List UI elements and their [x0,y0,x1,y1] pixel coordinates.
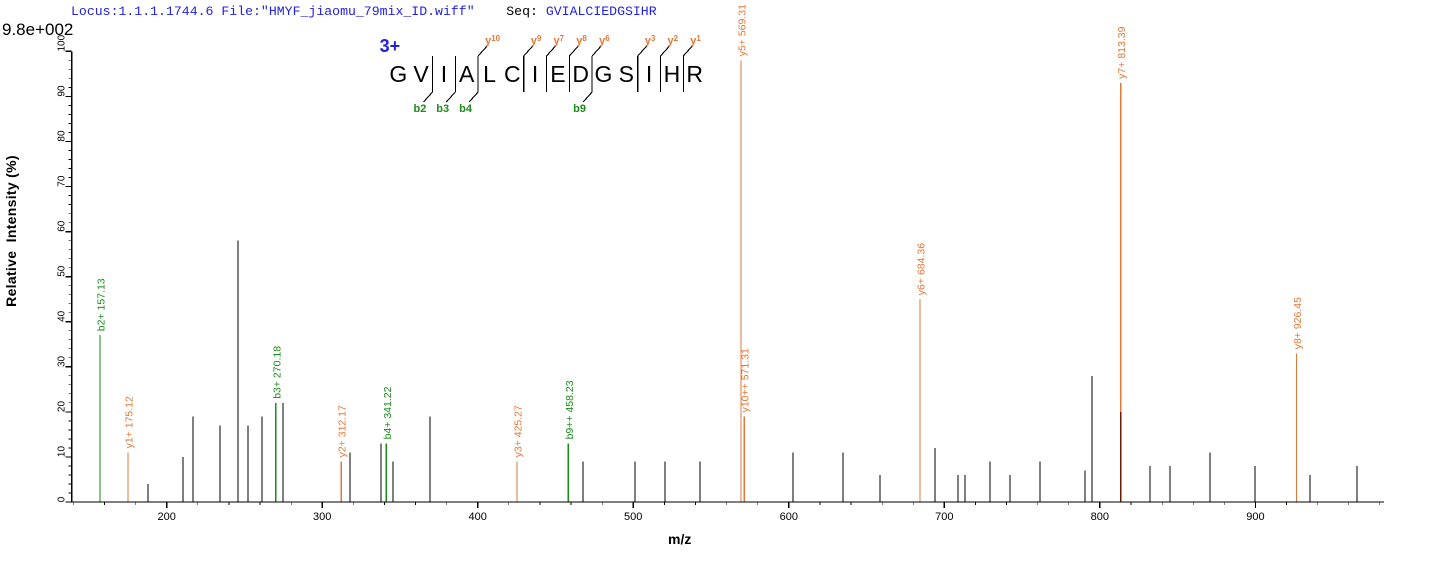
svg-text:90: 90 [57,85,68,97]
svg-text:G: G [389,61,407,87]
svg-text:S: S [619,61,634,87]
svg-text:20: 20 [57,401,68,413]
svg-text:y1: y1 [690,34,701,47]
svg-text:900: 900 [1246,511,1264,523]
svg-text:70: 70 [57,175,68,187]
svg-text:y3+ 425.27: y3+ 425.27 [513,405,525,457]
svg-text:3+: 3+ [380,36,401,56]
svg-text:60: 60 [57,220,68,232]
svg-text:y7+ 813.39: y7+ 813.39 [1116,26,1128,78]
svg-text:E: E [550,61,565,87]
svg-text:y10++ 571.31: y10++ 571.31 [740,348,752,412]
svg-text:I: I [441,61,447,87]
svg-text:b4+ 341.22: b4+ 341.22 [382,386,394,439]
svg-text:b2: b2 [414,103,427,115]
svg-text:200: 200 [158,511,176,523]
svg-text:V: V [413,61,429,87]
svg-text:D: D [572,61,589,87]
svg-text:b9++ 458.23: b9++ 458.23 [564,380,576,439]
svg-text:L: L [483,61,496,87]
svg-text:400: 400 [469,511,487,523]
svg-text:10: 10 [57,446,68,458]
svg-text:0: 0 [57,496,68,502]
svg-text:y6: y6 [599,34,610,47]
svg-text:30: 30 [57,355,68,367]
svg-text:b9: b9 [573,103,586,115]
svg-text:800: 800 [1091,511,1109,523]
svg-text:A: A [459,61,475,87]
svg-text:y5+ 569.31: y5+ 569.31 [737,4,749,56]
svg-text:I: I [532,61,538,87]
svg-text:R: R [686,61,703,87]
svg-text:700: 700 [935,511,953,523]
svg-text:y2+ 312.17: y2+ 312.17 [337,405,349,457]
svg-text:80: 80 [57,130,68,142]
svg-text:b4: b4 [459,103,473,115]
svg-text:y9: y9 [531,34,542,47]
svg-text:b3+ 270.18: b3+ 270.18 [271,346,283,399]
svg-text:G: G [595,61,613,87]
svg-text:y2: y2 [668,34,679,47]
svg-text:600: 600 [780,511,798,523]
svg-text:y1+ 175.12: y1+ 175.12 [124,396,136,448]
svg-text:y7: y7 [554,34,565,47]
svg-text:500: 500 [624,511,642,523]
svg-text:y8+ 926.45: y8+ 926.45 [1292,297,1304,349]
svg-text:I: I [646,61,652,87]
svg-text:y3: y3 [645,34,656,47]
svg-text:y10: y10 [485,34,501,47]
svg-text:50: 50 [57,265,68,277]
svg-text:40: 40 [57,310,68,322]
svg-text:C: C [504,61,521,87]
svg-text:b2+ 157.13: b2+ 157.13 [96,278,108,331]
svg-text:y8: y8 [576,34,587,47]
svg-text:H: H [664,61,681,87]
svg-text:y6+ 684.36: y6+ 684.36 [916,243,928,295]
svg-text:300: 300 [313,511,331,523]
svg-text:b3: b3 [436,103,449,115]
